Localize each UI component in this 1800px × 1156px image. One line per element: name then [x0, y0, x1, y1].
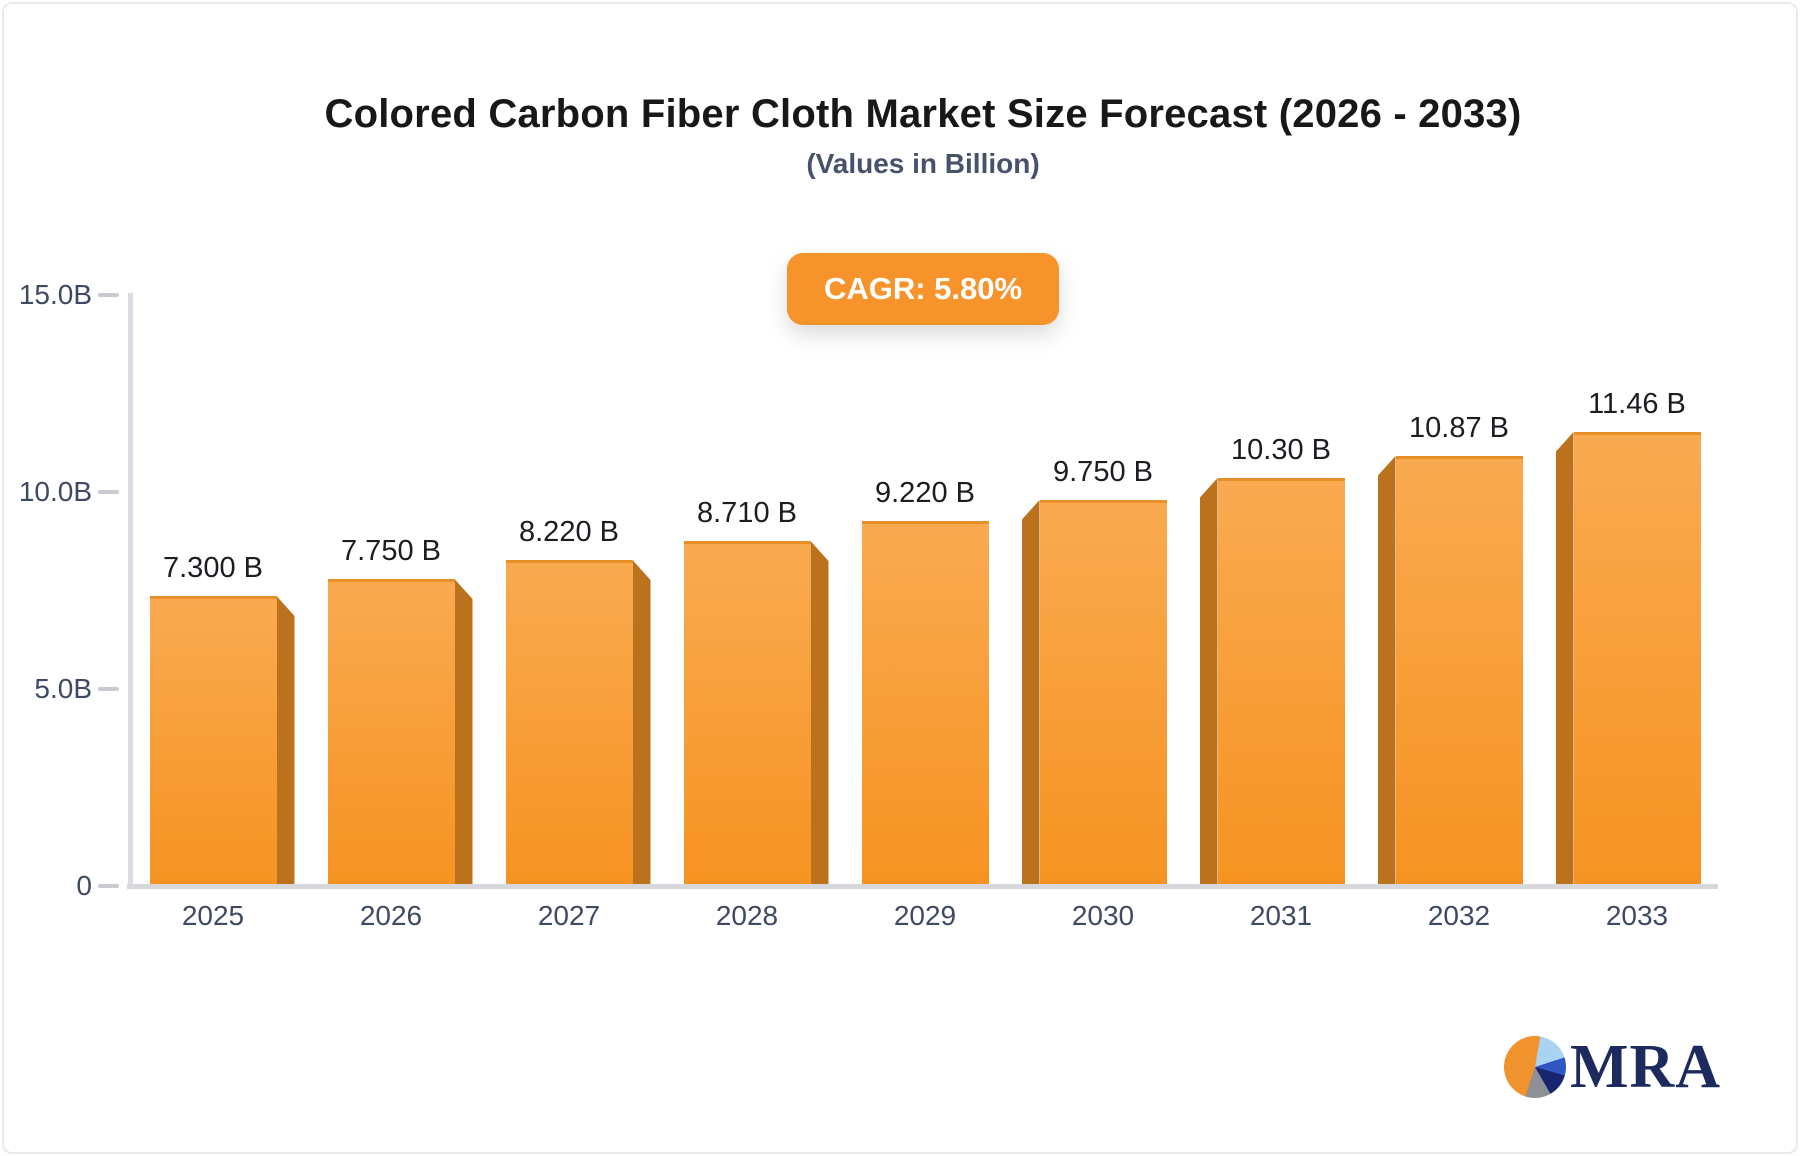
bar-face [861, 521, 989, 884]
bar-face [1573, 432, 1701, 884]
bar-face [505, 560, 633, 884]
bar-side-shadow [810, 541, 829, 884]
bar-value-label: 8.710 B [697, 497, 797, 529]
y-tick-dash [98, 884, 119, 888]
y-tick-label: 10.0B [18, 476, 92, 507]
y-tick-label: 0 [76, 870, 92, 901]
logo-pie-icon [1504, 1036, 1566, 1098]
bar-value-label: 10.30 B [1231, 434, 1331, 466]
bar-value-label: 10.87 B [1409, 412, 1509, 444]
chart-title: Colored Carbon Fiber Cloth Market Size F… [324, 92, 1522, 136]
bar-value-label: 9.750 B [1053, 456, 1153, 488]
x-tick-label: 2025 [181, 900, 245, 931]
x-tick-label: 2029 [893, 900, 957, 931]
bar-value-label: 7.750 B [341, 535, 441, 567]
bar-face [1395, 456, 1523, 884]
x-tick-label: 2030 [1071, 900, 1135, 931]
x-tick-label: 2027 [537, 900, 601, 931]
x-tick-label: 2026 [359, 900, 423, 931]
bar-side-shadow [276, 596, 295, 884]
x-tick-label: 2033 [1605, 900, 1669, 931]
bar-side-shadow [1377, 456, 1396, 884]
bar-side-shadow [1555, 432, 1574, 884]
bar-value-label: 11.46 B [1588, 388, 1686, 420]
bar-value-label: 8.220 B [519, 516, 619, 548]
bar-face [149, 596, 277, 884]
bar-face [1217, 478, 1345, 884]
bar-side-shadow [1021, 500, 1040, 884]
bar-value-label: 7.300 B [163, 552, 263, 584]
y-tick-dash [98, 687, 119, 691]
chart-subtitle: (Values in Billion) [806, 148, 1040, 179]
y-tick-label: 5.0B [34, 673, 92, 704]
y-tick-label: 15.0B [18, 279, 92, 310]
x-axis-line [127, 884, 1718, 889]
bar-face [683, 541, 811, 884]
x-tick-label: 2031 [1249, 900, 1313, 931]
y-tick-dash [98, 490, 119, 494]
x-tick-label: 2032 [1427, 900, 1491, 931]
y-tick-dash [98, 293, 119, 297]
bar-face [1039, 500, 1167, 884]
logo-wordmark: MRA [1570, 1033, 1722, 1101]
bar-side-shadow [1199, 478, 1218, 884]
x-tick-label: 2028 [715, 900, 779, 931]
bar-side-shadow [454, 579, 473, 884]
cagr-badge: CAGR: 5.80% [787, 253, 1059, 325]
brand-logo: MRA [1504, 1036, 1721, 1098]
y-axis-line [128, 293, 133, 886]
bar-side-shadow [632, 560, 651, 884]
bar-face [327, 579, 455, 884]
bar-value-label: 9.220 B [875, 477, 975, 509]
